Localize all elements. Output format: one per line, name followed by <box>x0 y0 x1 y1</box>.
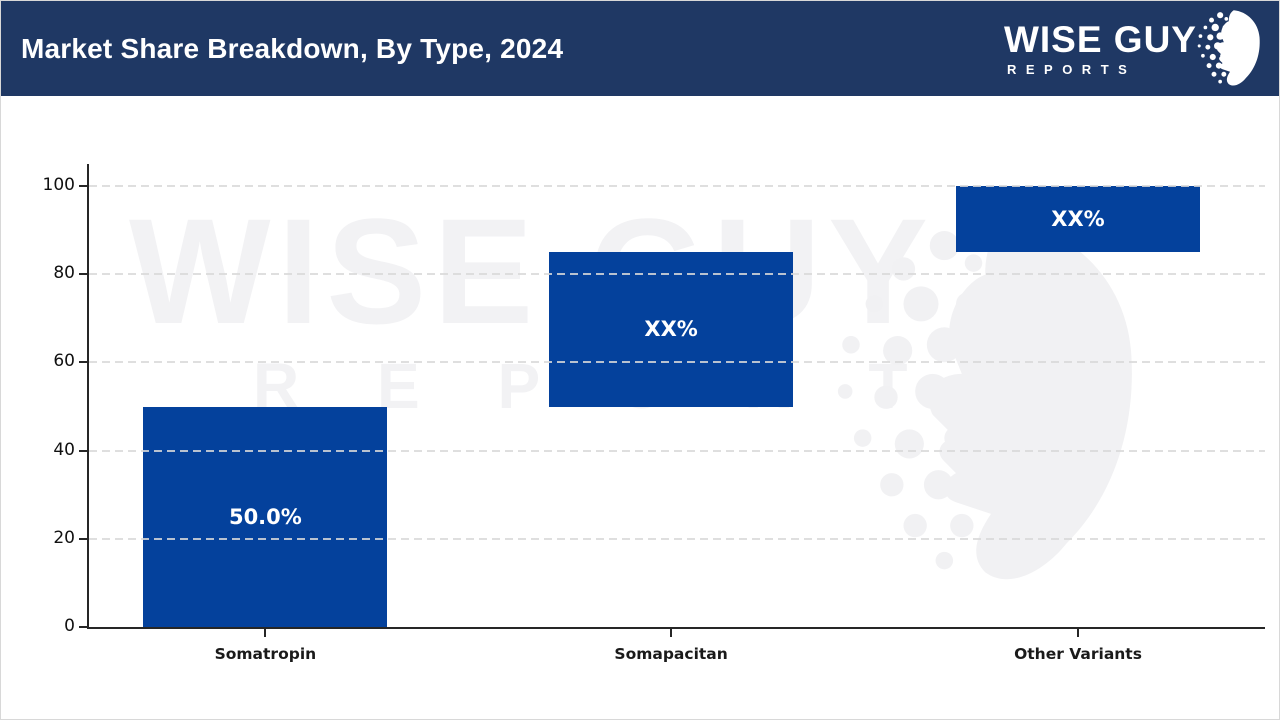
gridline <box>89 537 1265 540</box>
bar-value-label: 50.0% <box>228 504 302 529</box>
y-tick-label: 60 <box>53 351 75 372</box>
gridline <box>89 449 1265 452</box>
x-category-label: Somapacitan <box>614 645 728 663</box>
x-category-label: Other Variants <box>1014 645 1142 663</box>
y-tick-mark <box>79 537 87 540</box>
x-tick-mark <box>670 629 673 637</box>
x-tick-mark <box>264 629 267 637</box>
chart-area: WISE GUY R E P O R T S 50.0%XX%XX% 02040… <box>1 96 1279 719</box>
y-tick-label: 100 <box>42 175 75 196</box>
bar-value-label: XX% <box>1051 207 1105 232</box>
x-axis-line <box>87 627 1265 629</box>
bar-value-label: XX% <box>644 317 698 342</box>
logo-wordmark: WISE GUY <box>1003 19 1197 60</box>
bar-other-variants: XX% <box>956 186 1201 253</box>
watermark-wordmark: WISE GUY <box>129 187 936 355</box>
y-tick-label: 20 <box>53 527 75 548</box>
gridline <box>89 273 1265 276</box>
gridline <box>89 185 1265 188</box>
y-axis-line <box>87 164 89 629</box>
logo-subtitle: REPORTS <box>1006 62 1137 77</box>
wiseguy-logo: WISE GUY REPORTS <box>1004 9 1267 89</box>
y-tick-label: 40 <box>53 439 75 460</box>
y-tick-mark <box>79 185 87 188</box>
y-tick-label: 80 <box>53 263 75 284</box>
x-category-label: Somatropin <box>214 645 317 663</box>
bar-somapacitan: XX% <box>549 252 794 407</box>
header-bar: Market Share Breakdown, By Type, 2024 WI… <box>1 1 1279 96</box>
logo-dot-face-icon <box>1197 9 1260 86</box>
page-title: Market Share Breakdown, By Type, 2024 <box>21 32 564 64</box>
logo-text: WISE GUY REPORTS <box>1004 21 1197 76</box>
gridline <box>89 361 1265 364</box>
x-tick-mark <box>1077 629 1080 637</box>
y-tick-mark <box>79 626 87 628</box>
y-tick-mark <box>79 273 87 276</box>
y-tick-mark <box>79 449 87 452</box>
y-tick-mark <box>79 361 87 364</box>
y-tick-label: 0 <box>64 616 75 636</box>
bar-somatropin: 50.0% <box>143 406 388 627</box>
